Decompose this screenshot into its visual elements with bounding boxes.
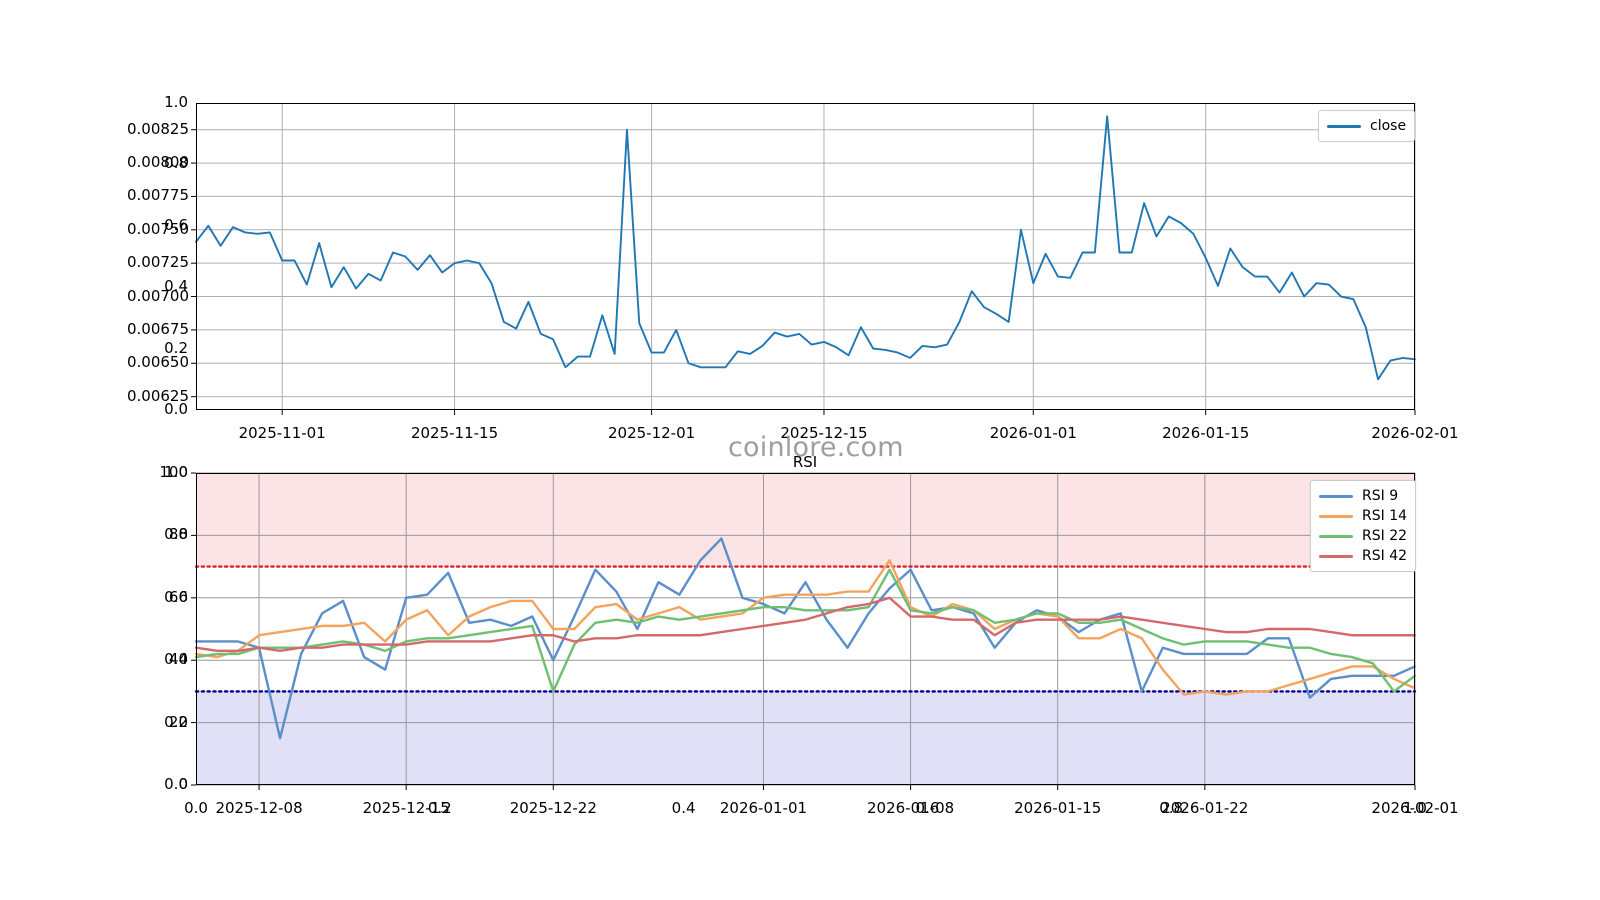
price-chart-legend[interactable]: close [1318, 110, 1416, 142]
legend-item-close[interactable]: close [1327, 116, 1406, 136]
rsi-y-tick-label-secondary: 0.8 [164, 525, 188, 544]
legend-swatch-icon [1327, 124, 1361, 128]
rsi-y-tick-label-secondary: 0.2 [164, 712, 188, 731]
legend-label: close [1370, 118, 1407, 134]
price-y-tick-label-secondary: 1.0 [164, 93, 188, 111]
legend-item-rsi-9[interactable]: RSI 9 [1319, 486, 1407, 506]
legend-item-rsi-14[interactable]: RSI 14 [1319, 506, 1407, 526]
rsi-x-tick-label: 2026-01-15 [1014, 799, 1102, 817]
rsi-x-tick-label: 2026-01-22 [1161, 799, 1249, 817]
rsi-chart-svg [191, 472, 1417, 790]
price-chart-svg [191, 103, 1416, 415]
rsi-chart-legend[interactable]: RSI 9 RSI 14 RSI 22 RSI 42 [1310, 480, 1417, 572]
price-x-tick-label: 2025-11-01 [238, 424, 326, 442]
price-y-tick-label: 0.00750 [126, 219, 189, 238]
price-x-tick-label: 2026-01-01 [989, 424, 1077, 442]
legend-label: RSI 9 [1362, 488, 1399, 504]
rsi-y-tick-label-secondary: 0.6 [164, 587, 188, 606]
rsi-x-tick-label-secondary: 0.4 [671, 799, 696, 817]
rsi-x-tick-label-secondary: 1.0 [1403, 799, 1427, 817]
price-x-tick-label: 2026-01-15 [1162, 424, 1250, 442]
watermark: coinlore.com [728, 432, 904, 463]
rsi-x-tick-label-secondary: 0.6 [915, 799, 940, 817]
legend-swatch-icon [1319, 494, 1353, 498]
legend-item-rsi-42[interactable]: RSI 42 [1319, 546, 1407, 566]
rsi-y-tick-label: 0 [178, 775, 188, 793]
rsi-x-tick-label: 2026-02-01 [1371, 799, 1459, 817]
legend-swatch-icon [1319, 514, 1353, 518]
rsi-y-tick-label: 40 [168, 650, 188, 669]
price-y-tick-label-secondary: 0.2 [164, 338, 188, 357]
legend-swatch-icon [1319, 554, 1353, 558]
price-y-tick-label-secondary: 0.4 [164, 277, 188, 296]
rsi-x-tick-label-secondary: 0.0 [184, 799, 208, 817]
rsi-y-tick-label-secondary: 1.0 [164, 463, 188, 481]
price-y-tick-label: 0.00775 [126, 186, 189, 205]
price-y-tick-label: 0.00625 [126, 386, 189, 405]
rsi-x-tick-label: 2025-12-22 [509, 799, 597, 817]
rsi-y-tick-label-secondary: 0.0 [164, 775, 188, 793]
price-x-tick-label: 2025-11-15 [410, 424, 499, 442]
price-y-tick-label-secondary: 0.8 [164, 154, 188, 173]
price-y-tick-label: 0.00650 [126, 353, 189, 372]
price-y-tick-label: 0.00675 [126, 319, 189, 338]
rsi-x-tick-label: 2026-01-08 [866, 799, 955, 817]
price-y-tick-label-secondary: 0.6 [164, 215, 188, 234]
legend-swatch-icon [1319, 534, 1353, 538]
price-y-tick-label: 0.00800 [126, 153, 189, 172]
legend-label: RSI 22 [1362, 528, 1408, 544]
rsi-y-tick-label: 80 [168, 525, 188, 544]
legend-label: RSI 14 [1362, 508, 1408, 524]
price-y-tick-label-secondary: 0.0 [164, 400, 188, 418]
price-x-tick-label: 2025-12-01 [607, 424, 696, 442]
legend-item-rsi-22[interactable]: RSI 22 [1319, 526, 1407, 546]
rsi-y-tick-label: 20 [168, 712, 188, 731]
rsi-x-tick-label-secondary: 0.8 [1159, 799, 1184, 817]
price-chart-panel [191, 103, 1416, 415]
rsi-y-tick-label: 60 [168, 587, 188, 606]
price-x-tick-label: 2026-02-01 [1371, 424, 1459, 442]
price-y-tick-label: 0.00700 [126, 286, 189, 305]
rsi-x-tick-label-secondary: 0.2 [427, 799, 452, 817]
rsi-x-tick-label: 2025-12-15 [362, 799, 450, 817]
rsi-x-tick-label: 2025-12-08 [215, 799, 303, 817]
rsi-y-tick-label-secondary: 0.4 [164, 650, 188, 669]
rsi-chart-panel [191, 472, 1417, 790]
price-x-tick-label: 2025-12-15 [780, 424, 868, 442]
rsi-chart-title: RSI [792, 453, 818, 471]
price-y-tick-label: 0.00725 [126, 253, 189, 272]
price-y-tick-label: 0.00825 [126, 119, 189, 138]
legend-label: RSI 42 [1362, 548, 1408, 564]
rsi-x-tick-label: 2026-01-01 [719, 799, 808, 817]
rsi-y-tick-label: 100 [159, 463, 188, 481]
